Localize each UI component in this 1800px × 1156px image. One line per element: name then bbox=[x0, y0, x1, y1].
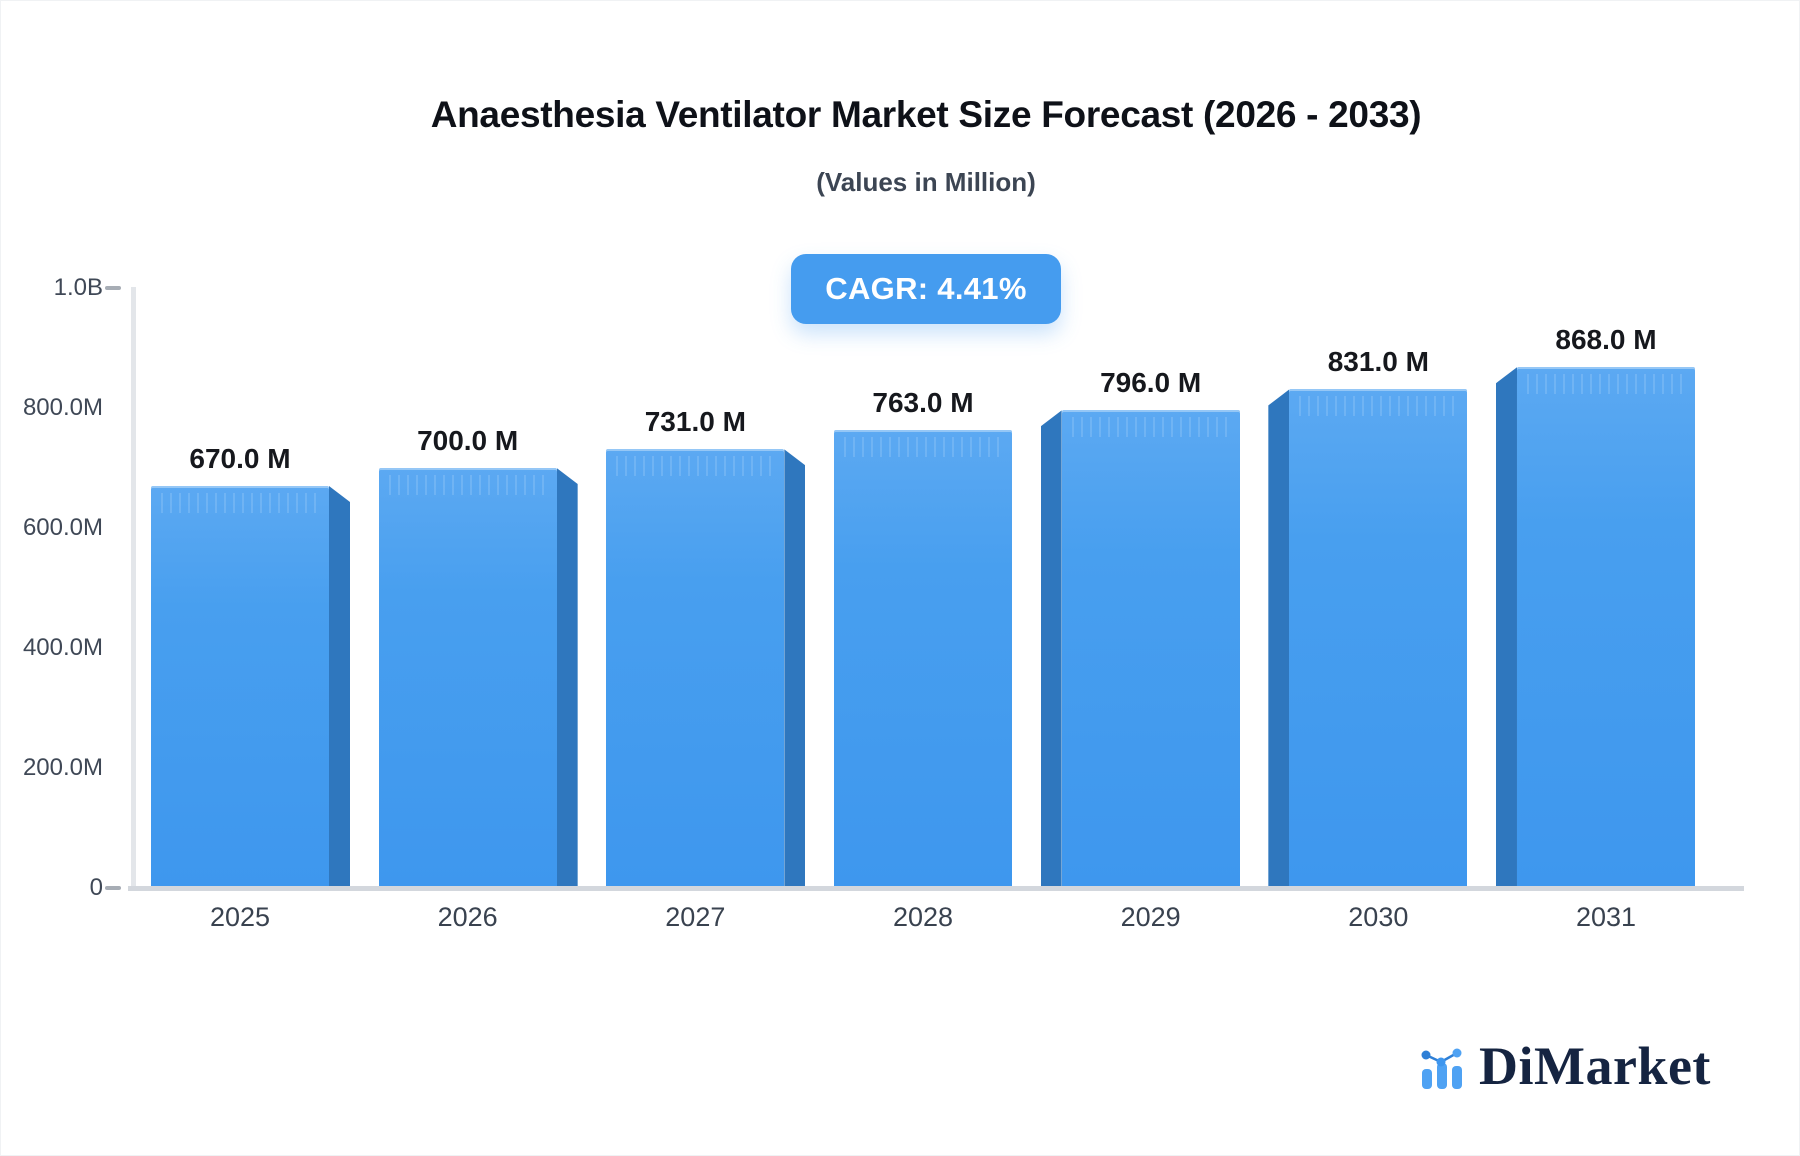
x-axis-baseline bbox=[128, 886, 1744, 891]
bar-value-label: 868.0 M bbox=[1555, 324, 1657, 356]
cagr-badge-label: CAGR: 4.41% bbox=[825, 271, 1027, 306]
bar-2030 bbox=[1289, 389, 1468, 888]
x-axis-label-2025: 2025 bbox=[209, 902, 271, 932]
bar-side-2025 bbox=[329, 486, 350, 888]
brand-logo: DiMarket bbox=[1419, 1036, 1711, 1096]
bar-2029 bbox=[1061, 410, 1240, 888]
y-axis-tick-label: 1.0B bbox=[53, 274, 103, 301]
bar-2027 bbox=[606, 449, 785, 888]
x-axis-label-2027: 2027 bbox=[665, 902, 726, 932]
bar-value-label: 831.0 M bbox=[1327, 346, 1429, 378]
bar-side-2026 bbox=[556, 468, 578, 888]
x-axis-label-2028: 2028 bbox=[892, 902, 954, 932]
bar-side-2027 bbox=[784, 449, 806, 888]
chart-title: Anaesthesia Ventilator Market Size Forec… bbox=[430, 94, 1422, 135]
y-axis-tick-label: 0 bbox=[89, 874, 103, 901]
y-axis-tick-label: 400.0M bbox=[22, 634, 103, 661]
bar-value-label: 796.0 M bbox=[1100, 367, 1202, 399]
y-axis-tick-label: 600.0M bbox=[22, 514, 103, 541]
chart-subtitle: (Values in Million) bbox=[816, 167, 1036, 197]
bar-value-label: 763.0 M bbox=[872, 387, 974, 419]
bar-2028 bbox=[833, 430, 1012, 888]
bar-2031 bbox=[1516, 367, 1695, 888]
bar-side-2029 bbox=[1040, 410, 1062, 888]
bar-side-2030 bbox=[1268, 389, 1290, 888]
bar-value-label: 670.0 M bbox=[189, 443, 291, 474]
bar-value-label: 700.0 M bbox=[417, 425, 519, 456]
x-axis-label-2031: 2031 bbox=[1575, 902, 1637, 932]
y-axis-tick-mark bbox=[105, 286, 121, 290]
bar-2026 bbox=[378, 468, 557, 888]
cagr-badge: CAGR: 4.41% bbox=[791, 254, 1061, 324]
x-axis-label-2026: 2026 bbox=[437, 902, 498, 932]
y-axis-tick-label: 200.0M bbox=[22, 754, 103, 781]
brand-name: DiMarket bbox=[1479, 1036, 1711, 1096]
bar-2025 bbox=[151, 486, 329, 888]
x-axis-label-2030: 2030 bbox=[1348, 902, 1409, 932]
y-axis-tick-mark bbox=[105, 886, 121, 890]
bar-value-label: 731.0 M bbox=[644, 406, 746, 438]
bar-chart-trend-icon bbox=[1421, 1048, 1462, 1089]
y-axis-line bbox=[131, 287, 136, 888]
x-axis-label-2029: 2029 bbox=[1120, 902, 1181, 932]
bar-side-2031 bbox=[1495, 367, 1517, 888]
y-axis-tick-label: 800.0M bbox=[22, 394, 103, 421]
